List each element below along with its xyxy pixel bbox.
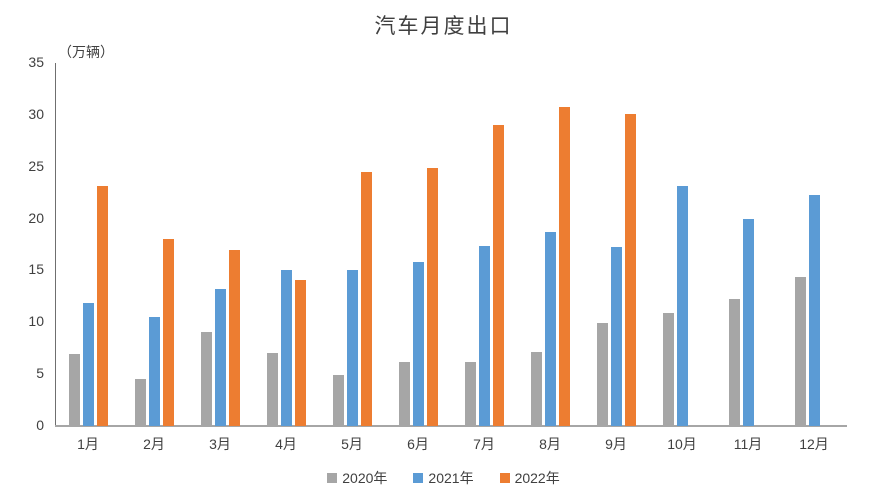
y-tick-label-5: 5 xyxy=(36,365,44,382)
bar-2022年-3月 xyxy=(228,249,240,426)
bar-2021年-7月 xyxy=(478,245,490,426)
legend-swatch-2020 xyxy=(327,473,338,483)
bar-2020年-12月 xyxy=(794,276,806,426)
bar-2022年-9月 xyxy=(624,113,636,426)
bar-2021年-5月 xyxy=(346,270,358,426)
bar-2022年-2月 xyxy=(162,239,174,426)
bar-2022年-1月 xyxy=(96,186,108,426)
bar-2021年-9月 xyxy=(610,246,622,426)
x-tick-label-5月: 5月 xyxy=(341,436,363,452)
x-tick-label-9月: 9月 xyxy=(605,436,627,452)
y-tick-label-15: 15 xyxy=(28,261,44,278)
y-tick-label-10: 10 xyxy=(28,313,44,330)
y-tick-label-0: 0 xyxy=(36,417,44,433)
x-tick-label-8月: 8月 xyxy=(539,436,561,452)
bar-2020年-10月 xyxy=(662,312,674,426)
legend: 2020年 2021年 2022年 xyxy=(0,468,887,488)
x-tick-label-11月: 11月 xyxy=(733,436,763,452)
x-tick-label-7月: 7月 xyxy=(473,436,495,452)
bar-2021年-4月 xyxy=(280,270,292,426)
bar-2022年-5月 xyxy=(360,171,372,426)
bar-2022年-6月 xyxy=(426,167,438,426)
bar-2022年-7月 xyxy=(492,125,504,426)
legend-item-2020: 2020年 xyxy=(327,468,387,488)
y-axis-line xyxy=(55,63,56,426)
x-tick-label-1月: 1月 xyxy=(77,436,99,452)
x-axis-line xyxy=(55,425,847,427)
bar-2021年-8月 xyxy=(544,232,556,426)
legend-swatch-2022 xyxy=(499,473,510,483)
bar-2022年-8月 xyxy=(558,106,570,426)
legend-item-2021: 2021年 xyxy=(413,468,474,488)
y-axis-unit-label: （万辆） xyxy=(58,44,114,60)
x-tick-label-2月: 2月 xyxy=(143,436,165,452)
chart-title: 汽车月度出口 xyxy=(374,14,513,38)
x-tick-label-12月: 12月 xyxy=(799,436,829,452)
y-tick-label-20: 20 xyxy=(28,209,44,226)
bar-2021年-10月 xyxy=(676,186,688,426)
bar-2020年-2月 xyxy=(134,379,146,426)
bar-2021年-12月 xyxy=(808,194,820,426)
bar-2020年-6月 xyxy=(398,361,410,426)
legend-label-2021: 2021年 xyxy=(428,470,474,486)
bar-2020年-9月 xyxy=(596,323,608,426)
bar-2020年-1月 xyxy=(68,354,80,426)
y-tick-label-35: 35 xyxy=(28,54,44,70)
bar-2022年-4月 xyxy=(294,279,306,426)
bar-2020年-7月 xyxy=(464,361,476,426)
bar-2021年-3月 xyxy=(214,289,226,426)
y-tick-label-25: 25 xyxy=(28,157,44,174)
legend-label-2020: 2020年 xyxy=(342,470,388,486)
bar-2020年-8月 xyxy=(530,352,542,426)
bar-2020年-4月 xyxy=(266,353,278,426)
bar-2020年-5月 xyxy=(332,375,344,426)
x-tick-label-10月: 10月 xyxy=(667,436,697,452)
bar-2020年-3月 xyxy=(200,331,212,426)
bar-2021年-1月 xyxy=(82,302,94,426)
legend-swatch-2021 xyxy=(413,473,424,483)
y-tick-label-30: 30 xyxy=(28,105,44,122)
bar-2021年-2月 xyxy=(148,317,160,426)
legend-label-2022: 2022年 xyxy=(514,470,560,486)
x-tick-label-3月: 3月 xyxy=(209,436,231,452)
legend-item-2022: 2022年 xyxy=(499,468,560,488)
x-tick-label-6月: 6月 xyxy=(407,436,429,452)
bar-2021年-6月 xyxy=(412,262,424,426)
bar-2020年-11月 xyxy=(728,299,740,426)
x-tick-label-4月: 4月 xyxy=(275,436,297,452)
bar-2021年-11月 xyxy=(742,218,754,426)
